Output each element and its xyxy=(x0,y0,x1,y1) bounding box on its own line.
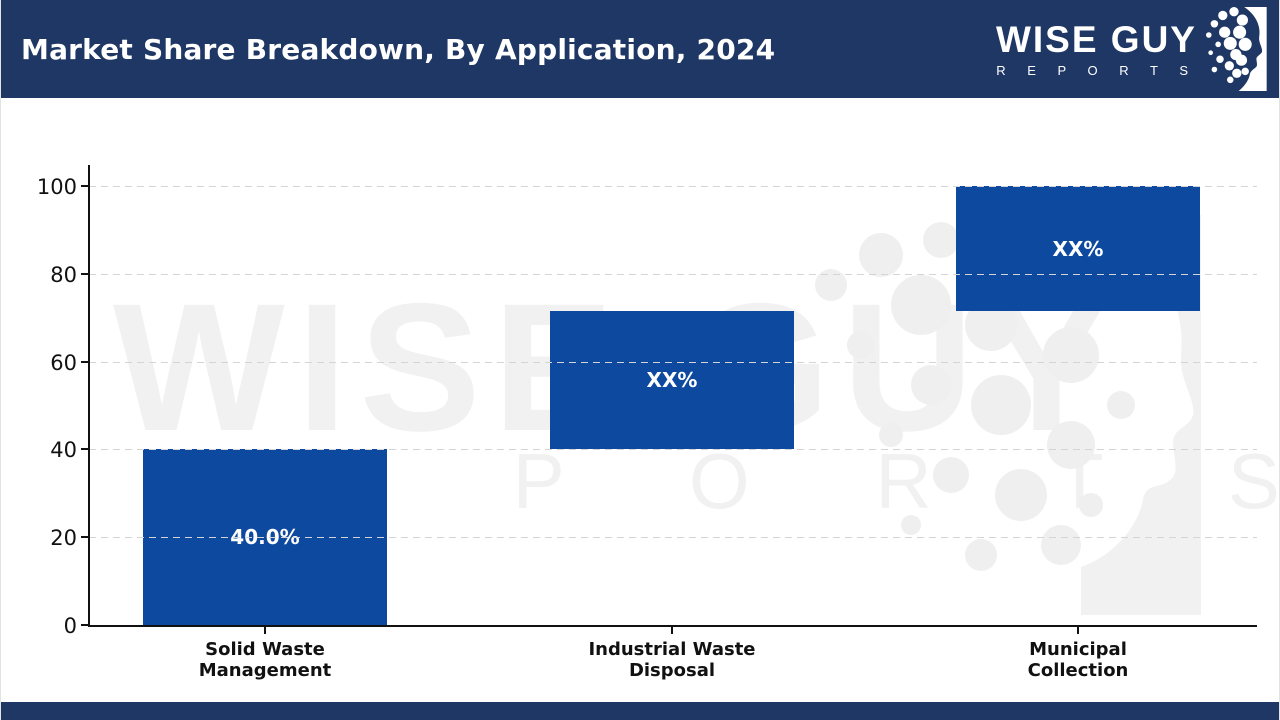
chart-title: Market Share Breakdown, By Application, … xyxy=(21,32,776,66)
x-axis-category-line: Collection xyxy=(1027,660,1129,681)
x-axis-category-line: Industrial Waste xyxy=(588,639,756,660)
header-bar: Market Share Breakdown, By Application, … xyxy=(1,0,1279,98)
x-axis-tick xyxy=(264,627,266,634)
x-axis-category-label: Municipal Collection xyxy=(948,639,1208,681)
y-axis-tick-label: 80 xyxy=(50,262,77,287)
y-axis-tick-label: 20 xyxy=(50,526,77,551)
x-axis-tick xyxy=(1077,627,1079,634)
bar-value-label: XX% xyxy=(646,368,698,393)
x-axis-category-line: Solid Waste xyxy=(205,639,325,660)
y-axis-tick xyxy=(81,185,88,187)
gridline xyxy=(89,186,1257,187)
y-axis-tick xyxy=(81,536,88,539)
x-axis-category-line: Municipal xyxy=(1029,639,1127,660)
x-axis-category-label: Solid Waste Management xyxy=(135,639,395,681)
brand-face-icon xyxy=(1206,7,1267,91)
brand-logo: WISE GUY R E P O R T S xyxy=(992,7,1279,91)
bar-segment: XX% xyxy=(956,186,1200,312)
x-axis-category-line: Management xyxy=(198,660,332,681)
y-axis-tick xyxy=(81,448,88,451)
y-axis-tick-label: 40 xyxy=(50,438,77,463)
y-axis-tick-label: 0 xyxy=(63,614,77,638)
bar-segment: XX% xyxy=(550,311,794,450)
x-axis-category-line: Disposal xyxy=(628,660,716,681)
footer-bar xyxy=(1,702,1279,720)
x-axis-tick xyxy=(671,627,673,634)
gridline xyxy=(89,361,1257,363)
y-axis-line xyxy=(88,165,90,627)
y-axis-tick-label: 100 xyxy=(36,175,77,199)
plot-area: 40.0% Solid Waste Management XX% Industrial … xyxy=(1,98,1279,702)
brand-subtitle: R E P O R T S xyxy=(996,63,1197,78)
y-axis-tick-label: 60 xyxy=(50,350,77,375)
x-axis-line xyxy=(88,625,1257,627)
gridline xyxy=(89,449,1257,451)
x-axis-category-label: Industrial Waste Disposal xyxy=(542,639,802,681)
gridline xyxy=(89,273,1257,275)
y-axis-tick xyxy=(81,272,88,275)
brand-logo-text: WISE GUY R E P O R T S xyxy=(992,21,1197,77)
brand-name: WISE GUY xyxy=(995,19,1197,60)
y-axis-tick xyxy=(81,360,88,363)
bar-value-label: XX% xyxy=(1052,236,1104,261)
y-axis-tick xyxy=(81,624,88,626)
gridline xyxy=(89,537,1257,539)
